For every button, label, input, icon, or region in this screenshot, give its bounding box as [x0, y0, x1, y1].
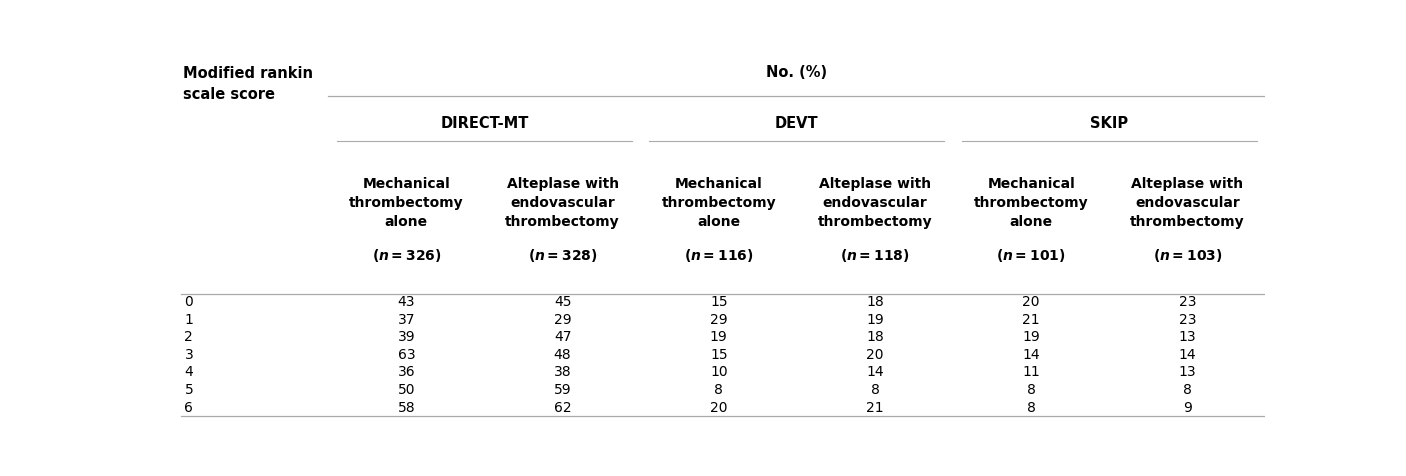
Text: 8: 8: [1026, 383, 1036, 397]
Text: ($\bfit{n}$ = 328): ($\bfit{n}$ = 328): [527, 248, 598, 265]
Text: 23: 23: [1178, 313, 1197, 327]
Text: Mechanical
thrombectomy
alone: Mechanical thrombectomy alone: [349, 177, 464, 229]
Text: 18: 18: [866, 330, 884, 344]
Text: Mechanical
thrombectomy
alone: Mechanical thrombectomy alone: [661, 177, 776, 229]
Text: Alteplase with
endovascular
thrombectomy: Alteplase with endovascular thrombectomy: [505, 177, 620, 229]
Text: 58: 58: [398, 400, 415, 415]
Text: 19: 19: [866, 313, 884, 327]
Text: 1: 1: [184, 313, 194, 327]
Text: ($\bfit{n}$ = 118): ($\bfit{n}$ = 118): [841, 248, 910, 265]
Text: 18: 18: [866, 295, 884, 309]
Text: 36: 36: [398, 366, 415, 379]
Text: 8: 8: [1182, 383, 1192, 397]
Text: No. (%): No. (%): [766, 65, 827, 80]
Text: ($\bfit{n}$ = 101): ($\bfit{n}$ = 101): [997, 248, 1066, 265]
Text: DIRECT-MT: DIRECT-MT: [440, 116, 529, 130]
Text: 8: 8: [1026, 400, 1036, 415]
Text: 21: 21: [1022, 313, 1040, 327]
Text: 15: 15: [710, 295, 727, 309]
Text: DEVT: DEVT: [775, 116, 818, 130]
Text: 37: 37: [398, 313, 415, 327]
Text: 11: 11: [1022, 366, 1040, 379]
Text: 20: 20: [866, 348, 884, 362]
Text: 4: 4: [184, 366, 193, 379]
Text: 29: 29: [710, 313, 727, 327]
Text: Alteplase with
endovascular
thrombectomy: Alteplase with endovascular thrombectomy: [1130, 177, 1244, 229]
Text: 3: 3: [184, 348, 193, 362]
Text: Alteplase with
endovascular
thrombectomy: Alteplase with endovascular thrombectomy: [818, 177, 932, 229]
Text: 19: 19: [1022, 330, 1040, 344]
Text: 23: 23: [1178, 295, 1197, 309]
Text: 2: 2: [184, 330, 193, 344]
Text: 45: 45: [554, 295, 571, 309]
Text: ($\bfit{n}$ = 116): ($\bfit{n}$ = 116): [685, 248, 754, 265]
Text: 29: 29: [554, 313, 571, 327]
Text: 21: 21: [866, 400, 884, 415]
Text: Mechanical
thrombectomy
alone: Mechanical thrombectomy alone: [974, 177, 1088, 229]
Text: SKIP: SKIP: [1090, 116, 1128, 130]
Text: 14: 14: [866, 366, 884, 379]
Text: 59: 59: [554, 383, 571, 397]
Text: 48: 48: [554, 348, 571, 362]
Text: 8: 8: [714, 383, 723, 397]
Text: 5: 5: [184, 383, 193, 397]
Text: 63: 63: [398, 348, 415, 362]
Text: ($\bfit{n}$ = 103): ($\bfit{n}$ = 103): [1153, 248, 1222, 265]
Text: 14: 14: [1022, 348, 1040, 362]
Text: Modified rankin
scale score: Modified rankin scale score: [183, 66, 314, 102]
Text: 20: 20: [710, 400, 727, 415]
Text: 15: 15: [710, 348, 727, 362]
Text: 19: 19: [710, 330, 728, 344]
Text: 50: 50: [398, 383, 415, 397]
Text: 20: 20: [1022, 295, 1040, 309]
Text: 62: 62: [554, 400, 571, 415]
Text: 10: 10: [710, 366, 727, 379]
Text: 43: 43: [398, 295, 415, 309]
Text: ($\bfit{n}$ = 326): ($\bfit{n}$ = 326): [371, 248, 441, 265]
Text: 14: 14: [1178, 348, 1197, 362]
Text: 6: 6: [184, 400, 194, 415]
Text: 13: 13: [1178, 330, 1197, 344]
Text: 47: 47: [554, 330, 571, 344]
Text: 0: 0: [184, 295, 193, 309]
Text: 9: 9: [1182, 400, 1192, 415]
Text: 13: 13: [1178, 366, 1197, 379]
Text: 8: 8: [870, 383, 879, 397]
Text: 38: 38: [554, 366, 571, 379]
Text: 39: 39: [398, 330, 415, 344]
